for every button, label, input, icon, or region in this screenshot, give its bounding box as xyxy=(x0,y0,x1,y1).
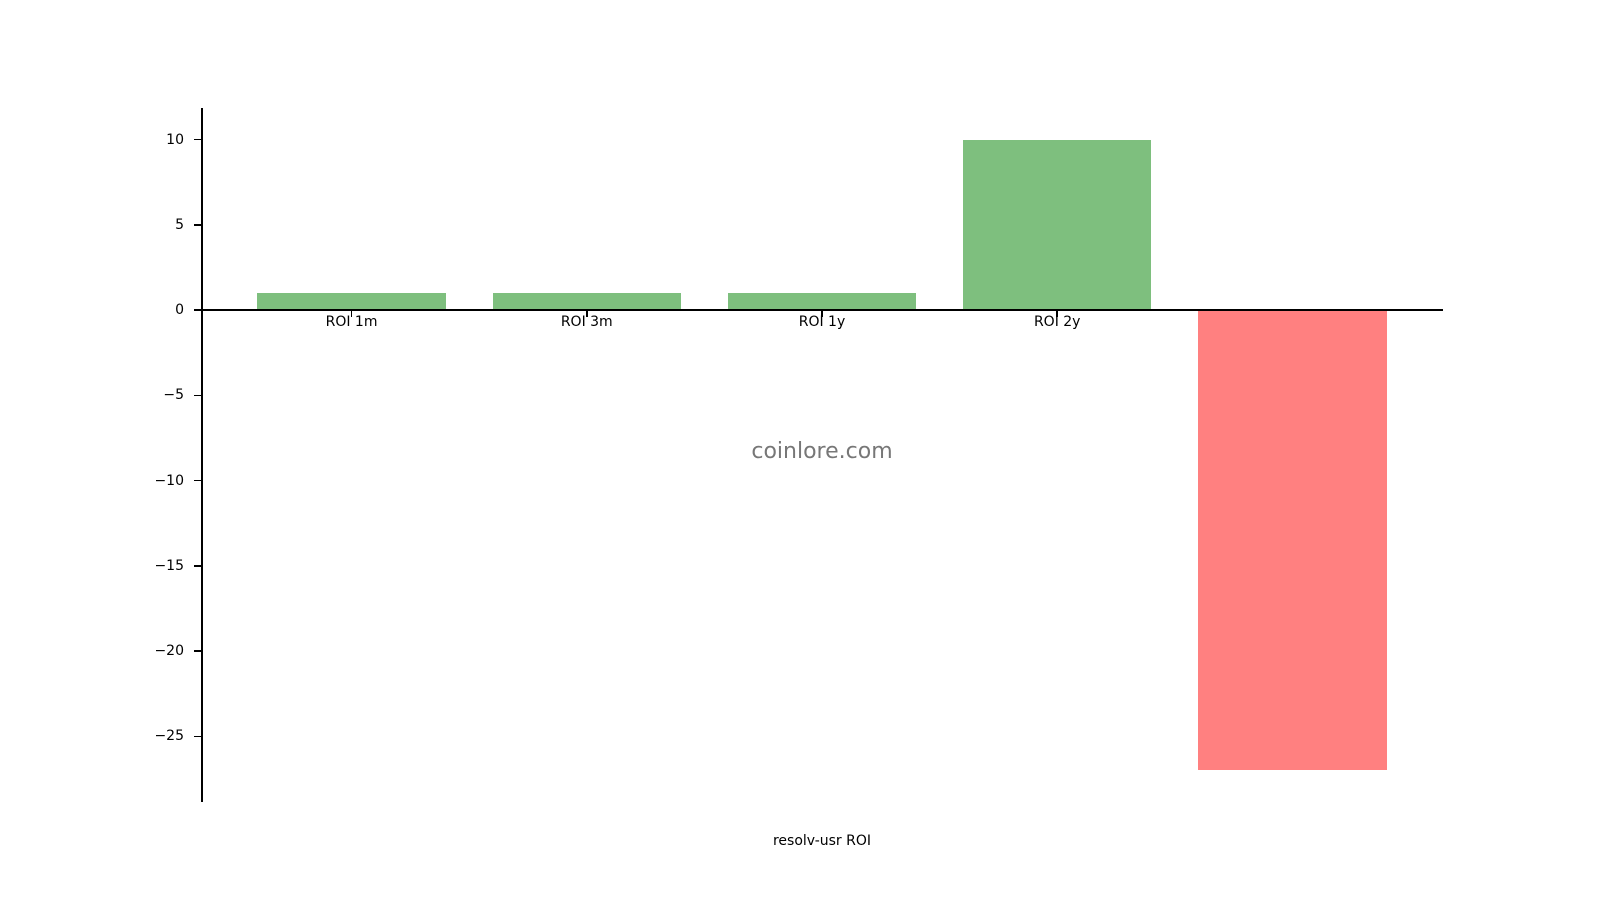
y-tick-mark xyxy=(194,224,201,226)
y-tick-label: −20 xyxy=(154,643,184,660)
bar-roi-1m xyxy=(257,293,446,311)
y-tick-label: −10 xyxy=(154,472,184,489)
x-tick-label: ROI 1y xyxy=(798,314,846,331)
watermark: coinlore.com xyxy=(751,439,893,464)
x-tick-mark xyxy=(1056,310,1058,318)
bar-roi-1y xyxy=(727,293,917,311)
y-tick-label: −5 xyxy=(163,387,184,404)
x-tick-mark xyxy=(586,310,588,318)
y-tick-label: 10 xyxy=(166,131,184,148)
x-tick-label: ROI 1m xyxy=(325,314,378,331)
x-tick-mark xyxy=(821,310,823,318)
y-tick-mark xyxy=(194,565,201,567)
x-tick-label: ROI 3m xyxy=(560,314,613,331)
y-axis-line xyxy=(201,108,203,802)
chart-title: resolv-usr ROI xyxy=(772,833,872,849)
y-tick-mark xyxy=(194,650,201,652)
y-tick-label: −15 xyxy=(154,557,184,574)
y-tick-label: 5 xyxy=(175,216,184,233)
y-tick-mark xyxy=(194,309,201,311)
x-tick-label: ROI 2y xyxy=(1033,314,1081,331)
y-tick-mark xyxy=(194,394,201,397)
y-tick-mark xyxy=(194,735,201,738)
y-tick-label: 0 xyxy=(175,302,184,319)
y-tick-label: −25 xyxy=(154,728,184,745)
y-tick-mark xyxy=(194,479,201,482)
x-tick-mark xyxy=(350,310,353,318)
y-tick-mark xyxy=(194,138,201,141)
bar-unlabeled xyxy=(1198,310,1387,771)
bar-roi-3m xyxy=(492,293,681,311)
bar-roi-2y xyxy=(963,139,1152,311)
